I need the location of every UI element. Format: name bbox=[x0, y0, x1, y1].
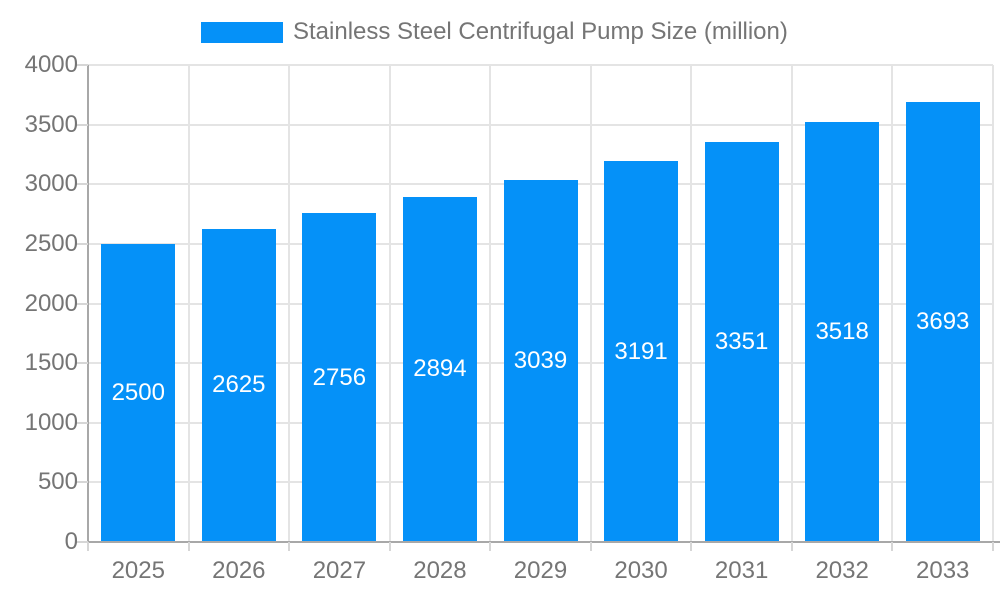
bar-value-label: 2500 bbox=[111, 378, 165, 406]
legend[interactable]: Stainless Steel Centrifugal Pump Size (m… bbox=[201, 15, 788, 49]
x-axis-line bbox=[75, 541, 1000, 543]
y-tick bbox=[75, 541, 88, 543]
y-axis-label: 1500 bbox=[24, 349, 78, 377]
y-tick bbox=[75, 481, 88, 484]
y-tick bbox=[75, 362, 88, 365]
bar-value-label: 3693 bbox=[916, 307, 970, 335]
x-axis-label: 2027 bbox=[312, 557, 367, 584]
x-axis-label: 2032 bbox=[815, 557, 869, 584]
y-axis-line bbox=[87, 65, 89, 551]
x-tick bbox=[489, 542, 492, 551]
bar[interactable]: 2625 bbox=[201, 228, 276, 542]
x-tick bbox=[891, 542, 894, 551]
bar[interactable]: 2894 bbox=[402, 196, 477, 542]
y-tick bbox=[75, 242, 88, 245]
x-axis-label: 2028 bbox=[413, 557, 467, 584]
bar-value-label: 3039 bbox=[513, 346, 568, 374]
bar[interactable]: 2500 bbox=[101, 243, 176, 542]
bar[interactable]: 3518 bbox=[805, 122, 880, 542]
y-tick bbox=[75, 123, 88, 126]
x-tick bbox=[388, 542, 391, 551]
y-axis-label: 2500 bbox=[24, 229, 78, 257]
x-axis-label: 2025 bbox=[111, 557, 165, 584]
x-axis-label: 2033 bbox=[916, 557, 970, 584]
y-axis-label: 3500 bbox=[24, 110, 78, 138]
bar-value-label: 2894 bbox=[413, 355, 467, 383]
x-axis-label: 2030 bbox=[614, 557, 668, 584]
v-gridline bbox=[388, 65, 391, 542]
y-tick bbox=[75, 421, 88, 424]
x-tick bbox=[87, 542, 89, 551]
x-tick bbox=[589, 542, 592, 551]
y-axis-label: 500 bbox=[37, 468, 78, 496]
v-gridline bbox=[790, 65, 793, 542]
x-axis-label: 2026 bbox=[212, 557, 266, 584]
bar-value-label: 3518 bbox=[815, 318, 869, 346]
x-tick bbox=[690, 542, 693, 551]
bar-value-label: 3351 bbox=[714, 328, 769, 356]
legend-swatch-icon bbox=[201, 21, 283, 43]
bar-value-label: 2756 bbox=[312, 363, 367, 391]
x-axis-label: 2029 bbox=[513, 557, 568, 584]
v-gridline bbox=[891, 65, 894, 542]
y-axis-label: 3000 bbox=[24, 170, 78, 198]
y-axis-label: 1000 bbox=[24, 408, 78, 436]
x-tick bbox=[187, 542, 190, 551]
v-gridline bbox=[690, 65, 693, 542]
h-gridline bbox=[88, 123, 993, 126]
bar-value-label: 2625 bbox=[212, 371, 266, 399]
bar[interactable]: 3693 bbox=[905, 101, 980, 542]
x-tick bbox=[790, 542, 793, 551]
y-tick bbox=[75, 183, 88, 186]
y-axis-label: 2000 bbox=[24, 289, 78, 317]
legend-label: Stainless Steel Centrifugal Pump Size (m… bbox=[293, 18, 788, 45]
bar[interactable]: 3351 bbox=[704, 142, 779, 542]
v-gridline bbox=[992, 65, 994, 542]
v-gridline bbox=[288, 65, 291, 542]
x-tick bbox=[288, 542, 291, 551]
bar[interactable]: 3191 bbox=[604, 161, 679, 542]
v-gridline bbox=[589, 65, 592, 542]
x-axis-label: 2031 bbox=[714, 557, 769, 584]
y-tick bbox=[75, 302, 88, 305]
v-gridline bbox=[187, 65, 190, 542]
x-tick bbox=[992, 542, 994, 551]
y-axis-label: 0 bbox=[64, 528, 78, 555]
h-gridline bbox=[88, 64, 993, 66]
bar-value-label: 3191 bbox=[614, 337, 668, 365]
y-axis-label: 4000 bbox=[24, 51, 78, 78]
bar[interactable]: 3039 bbox=[503, 179, 578, 542]
plot-area: 2500 2625 2756 2894 3039 3191 3351 3518 3693 bbox=[88, 64, 994, 542]
v-gridline bbox=[489, 65, 492, 542]
bar[interactable]: 2756 bbox=[302, 213, 377, 542]
y-tick bbox=[75, 64, 88, 66]
